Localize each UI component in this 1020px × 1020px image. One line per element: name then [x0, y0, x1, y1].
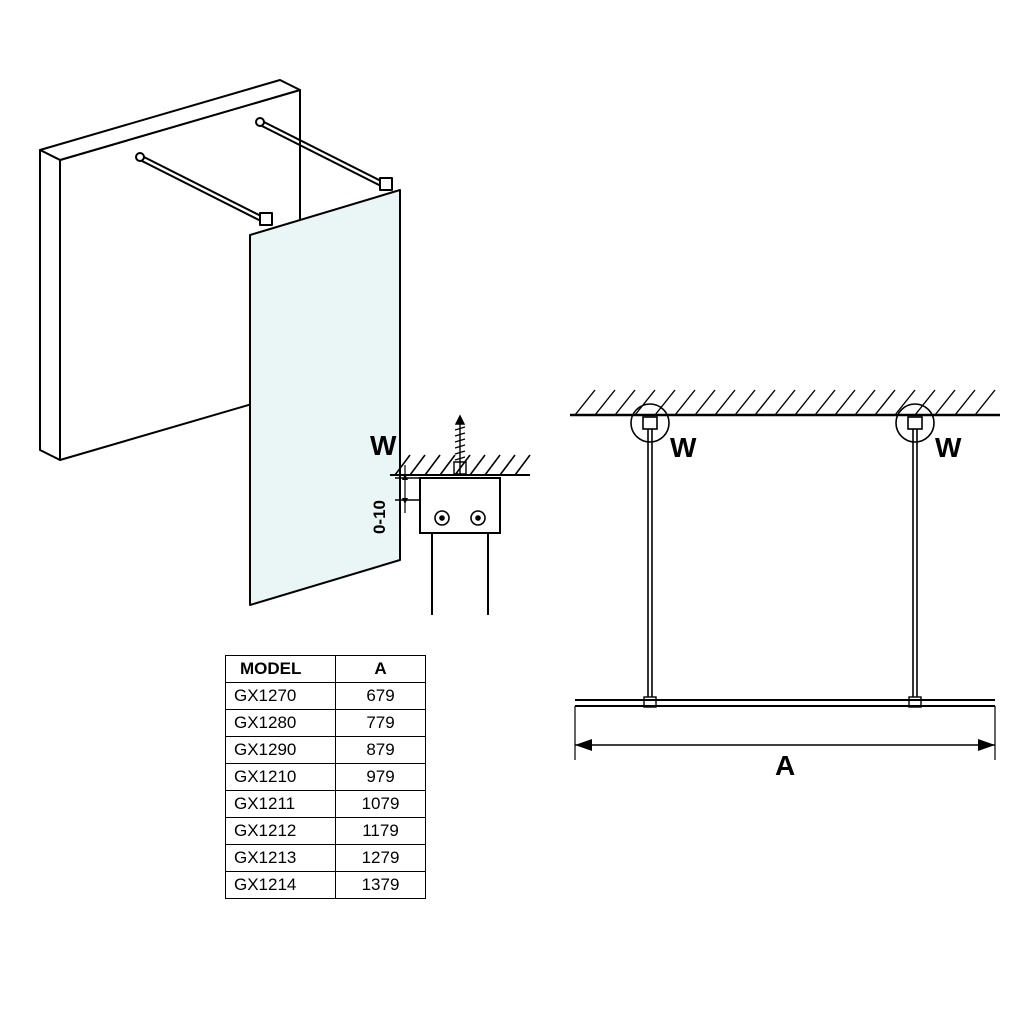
col-a: A — [336, 656, 426, 683]
table-row: GX1210979 — [226, 764, 426, 791]
table-row: GX1280779 — [226, 710, 426, 737]
col-model: MODEL — [226, 656, 336, 683]
table-row: GX12131279 — [226, 845, 426, 872]
spec-table: MODEL A GX1270679GX1280779GX1290879GX121… — [225, 655, 426, 899]
table-row: GX12111079 — [226, 791, 426, 818]
top-view — [0, 0, 1020, 1020]
table-row: GX1290879 — [226, 737, 426, 764]
top-view-dim-a: A — [775, 750, 795, 782]
top-view-w-right: W — [935, 432, 961, 464]
top-view-w-left: W — [670, 432, 696, 464]
technical-drawing: W 0-10 — [0, 0, 1020, 1020]
table-row: GX12121179 — [226, 818, 426, 845]
table-row: GX12141379 — [226, 872, 426, 899]
table-row: GX1270679 — [226, 683, 426, 710]
